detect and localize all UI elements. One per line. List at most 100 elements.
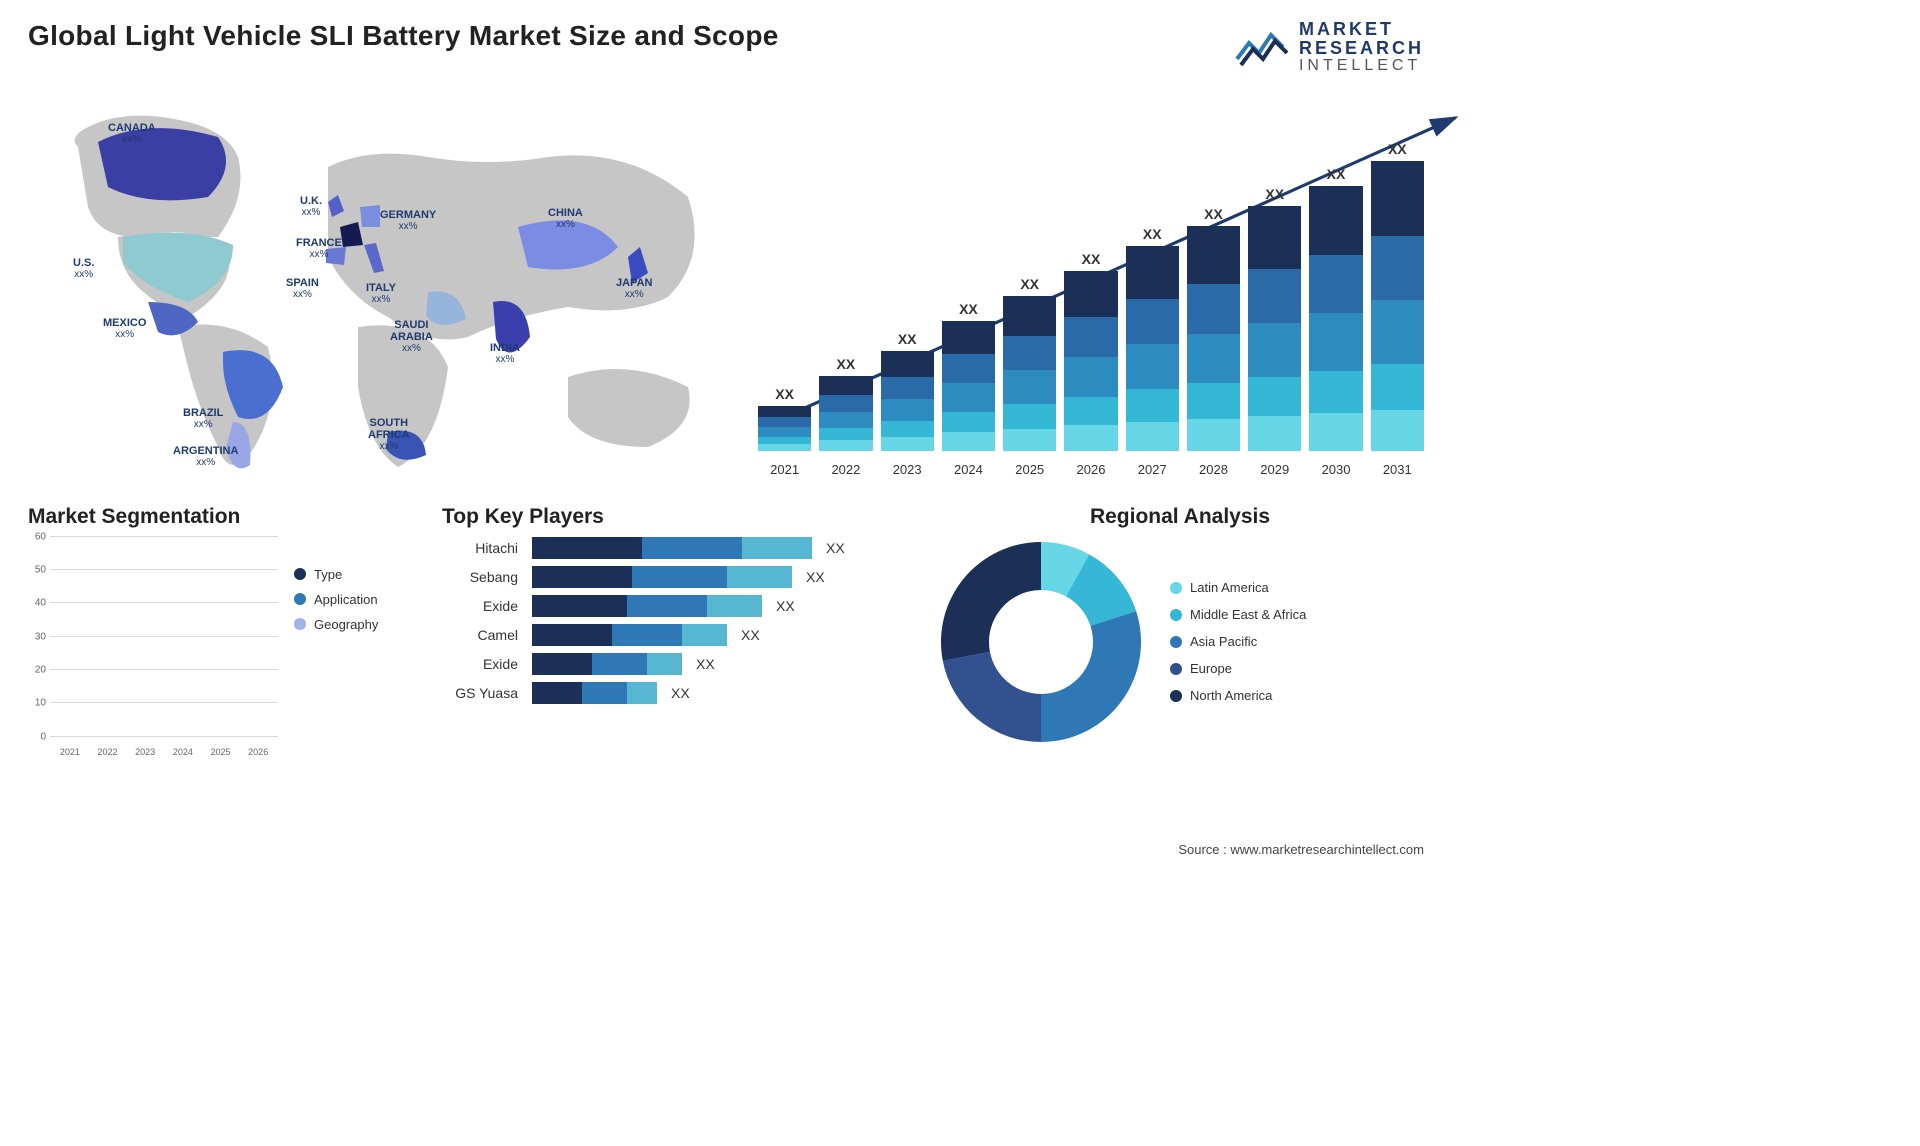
seg-legend-item: Application [294,592,378,607]
seg-x-label: 2025 [205,747,237,757]
growth-x-label: 2028 [1187,462,1240,477]
growth-bar-toplabel: XX [1388,141,1407,157]
page-title: Global Light Vehicle SLI Battery Market … [28,20,779,52]
growth-bar-toplabel: XX [1204,206,1223,222]
growth-bar: XX [1003,276,1056,451]
regional-legend-item: North America [1170,688,1306,703]
regional-legend-item: Asia Pacific [1170,634,1306,649]
seg-y-tick: 60 [35,531,46,542]
growth-bar-toplabel: XX [959,301,978,317]
growth-bar-chart: XXXXXXXXXXXXXXXXXXXXXX 20212022202320242… [758,107,1424,477]
growth-x-label: 2027 [1126,462,1179,477]
seg-y-tick: 40 [35,598,46,609]
logo-line2: RESEARCH [1299,39,1424,58]
keyplayer-name: Sebang [442,569,518,585]
seg-x-label: 2026 [242,747,274,757]
map-label: ARGENTINAxx% [173,445,238,468]
growth-x-label: 2026 [1064,462,1117,477]
keyplayer-row: Hitachi XX [442,537,902,559]
growth-x-label: 2023 [881,462,934,477]
seg-x-label: 2024 [167,747,199,757]
segmentation-title: Market Segmentation [28,505,408,529]
seg-x-label: 2023 [129,747,161,757]
segmentation-chart: 0102030405060 202120222023202420252026 [28,537,278,757]
world-map: CANADAxx% U.S.xx% MEXICOxx% BRAZILxx% ARGENT… [28,87,728,487]
growth-bar-toplabel: XX [1265,186,1284,202]
regional-legend-item: Middle East & Africa [1170,607,1306,622]
map-label: CHINAxx% [548,207,583,230]
map-label: SPAINxx% [286,277,319,300]
growth-x-label: 2025 [1003,462,1056,477]
growth-bar: XX [1187,206,1240,451]
keyplayer-row: Sebang XX [442,566,902,588]
keyplayer-name: Camel [442,627,518,643]
keyplayer-row: Camel XX [442,624,902,646]
map-label: GERMANYxx% [380,209,436,232]
map-label: ITALYxx% [366,282,396,305]
map-label: CANADAxx% [108,122,156,145]
growth-bar: XX [1309,166,1362,451]
regional-legend-item: Europe [1170,661,1306,676]
logo-line1: MARKET [1299,20,1424,39]
regional-legend: Latin America Middle East & Africa Asia Pa… [1170,580,1306,703]
growth-bar: XX [942,301,995,451]
seg-legend-item: Geography [294,617,378,632]
seg-x-label: 2021 [54,747,86,757]
seg-y-tick: 10 [35,698,46,709]
regional-donut [936,537,1146,747]
growth-x-label: 2030 [1309,462,1362,477]
keyplayer-value: XX [696,656,715,672]
donut-slice [1041,611,1141,742]
growth-bar: XX [1248,186,1301,451]
keyplayer-value: XX [776,598,795,614]
growth-bar: XX [881,331,934,451]
growth-x-label: 2029 [1248,462,1301,477]
brand-logo: MARKET RESEARCH INTELLECT [1235,20,1424,75]
growth-bar-toplabel: XX [898,331,917,347]
keyplayer-value: XX [741,627,760,643]
map-label: U.K.xx% [300,195,322,218]
logo-line3: INTELLECT [1299,58,1424,75]
keyplayer-name: GS Yuasa [442,685,518,701]
map-label: U.S.xx% [73,257,94,280]
growth-bar-toplabel: XX [1020,276,1039,292]
source-label: Source : www.marketresearchintellect.com [1178,842,1424,857]
keyplayers-title: Top Key Players [442,505,902,529]
map-label: BRAZILxx% [183,407,223,430]
growth-bar: XX [1126,226,1179,451]
regional-legend-item: Latin America [1170,580,1306,595]
map-label: FRANCExx% [296,237,342,260]
segmentation-legend: TypeApplicationGeography [294,537,378,757]
seg-x-label: 2022 [92,747,124,757]
seg-y-tick: 20 [35,664,46,675]
growth-bar-toplabel: XX [775,386,794,402]
keyplayer-value: XX [806,569,825,585]
donut-slice [943,651,1041,741]
map-label: MEXICOxx% [103,317,146,340]
growth-x-label: 2024 [942,462,995,477]
keyplayers-chart: HitachiXXSebangXXExideXXCamelXXExideXXGS… [442,537,902,704]
donut-slice [941,542,1041,661]
growth-x-label: 2022 [819,462,872,477]
keyplayer-name: Exide [442,598,518,614]
seg-y-tick: 0 [40,731,46,742]
keyplayer-row: Exide XX [442,595,902,617]
growth-bar: XX [758,386,811,451]
keyplayer-row: GS Yuasa XX [442,682,902,704]
map-label: INDIAxx% [490,342,520,365]
map-region-germany [360,205,380,227]
growth-bar: XX [1064,251,1117,451]
keyplayer-name: Exide [442,656,518,672]
growth-x-label: 2031 [1371,462,1424,477]
growth-bar: XX [1371,141,1424,451]
growth-bar-toplabel: XX [837,356,856,372]
keyplayer-value: XX [826,540,845,556]
map-label: SAUDIARABIAxx% [390,319,433,354]
growth-bar-toplabel: XX [1082,251,1101,267]
growth-bar: XX [819,356,872,451]
keyplayer-value: XX [671,685,690,701]
map-label: SOUTHAFRICAxx% [368,417,410,452]
seg-y-tick: 30 [35,631,46,642]
keyplayer-name: Hitachi [442,540,518,556]
map-label: JAPANxx% [616,277,652,300]
